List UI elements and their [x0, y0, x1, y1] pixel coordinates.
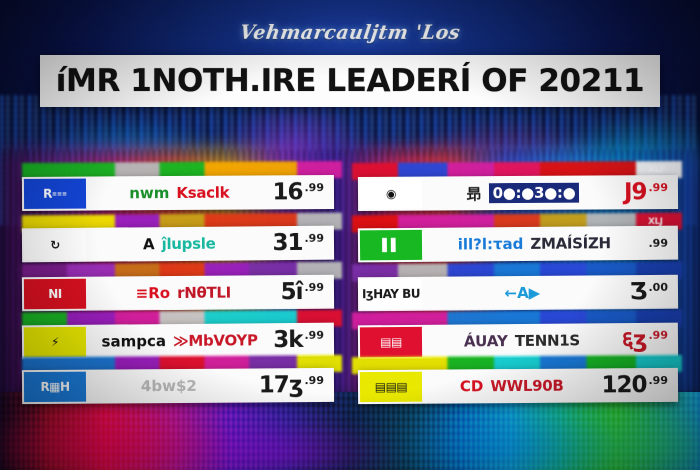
vignette-overlay	[0, 0, 700, 470]
promo-board: Vehmarcauljtm 'Los íMR 1NOTH.IRE LEADERÍ…	[0, 0, 700, 470]
